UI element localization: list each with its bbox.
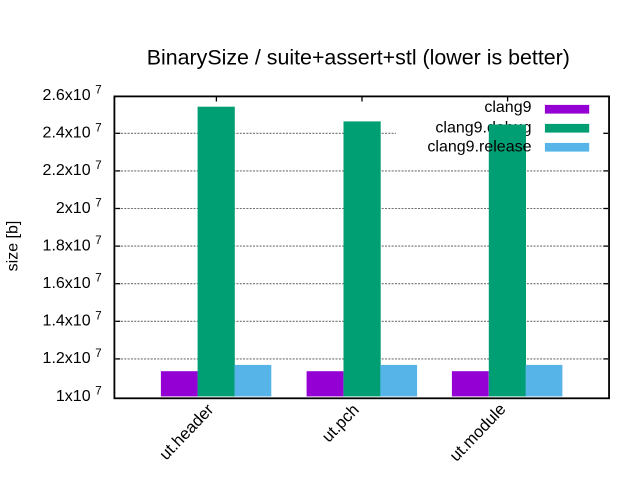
svg-text:7: 7 <box>95 235 101 247</box>
svg-text:clang9: clang9 <box>484 99 531 116</box>
svg-text:7: 7 <box>95 160 101 172</box>
svg-text:2x10: 2x10 <box>56 200 91 217</box>
svg-text:2.2x10: 2.2x10 <box>43 162 91 179</box>
svg-text:7: 7 <box>95 198 101 210</box>
svg-text:7: 7 <box>95 85 101 97</box>
svg-text:1.8x10: 1.8x10 <box>43 237 91 254</box>
svg-text:BinarySize / suite+assert+stl: BinarySize / suite+assert+stl (lower is … <box>147 46 570 70</box>
svg-text:1.4x10: 1.4x10 <box>43 313 91 330</box>
svg-text:7: 7 <box>95 310 101 322</box>
svg-text:7: 7 <box>95 122 101 134</box>
svg-text:2.6x10: 2.6x10 <box>43 87 91 104</box>
svg-text:1x10: 1x10 <box>56 388 91 405</box>
svg-text:1.2x10: 1.2x10 <box>43 350 91 367</box>
svg-text:2.4x10: 2.4x10 <box>43 125 91 142</box>
svg-text:7: 7 <box>95 273 101 285</box>
svg-text:size [b]: size [b] <box>5 221 22 272</box>
svg-text:1.6x10: 1.6x10 <box>43 275 91 292</box>
svg-text:7: 7 <box>95 348 101 360</box>
svg-text:7: 7 <box>95 386 101 398</box>
svg-text:clang9.release: clang9.release <box>427 139 531 156</box>
